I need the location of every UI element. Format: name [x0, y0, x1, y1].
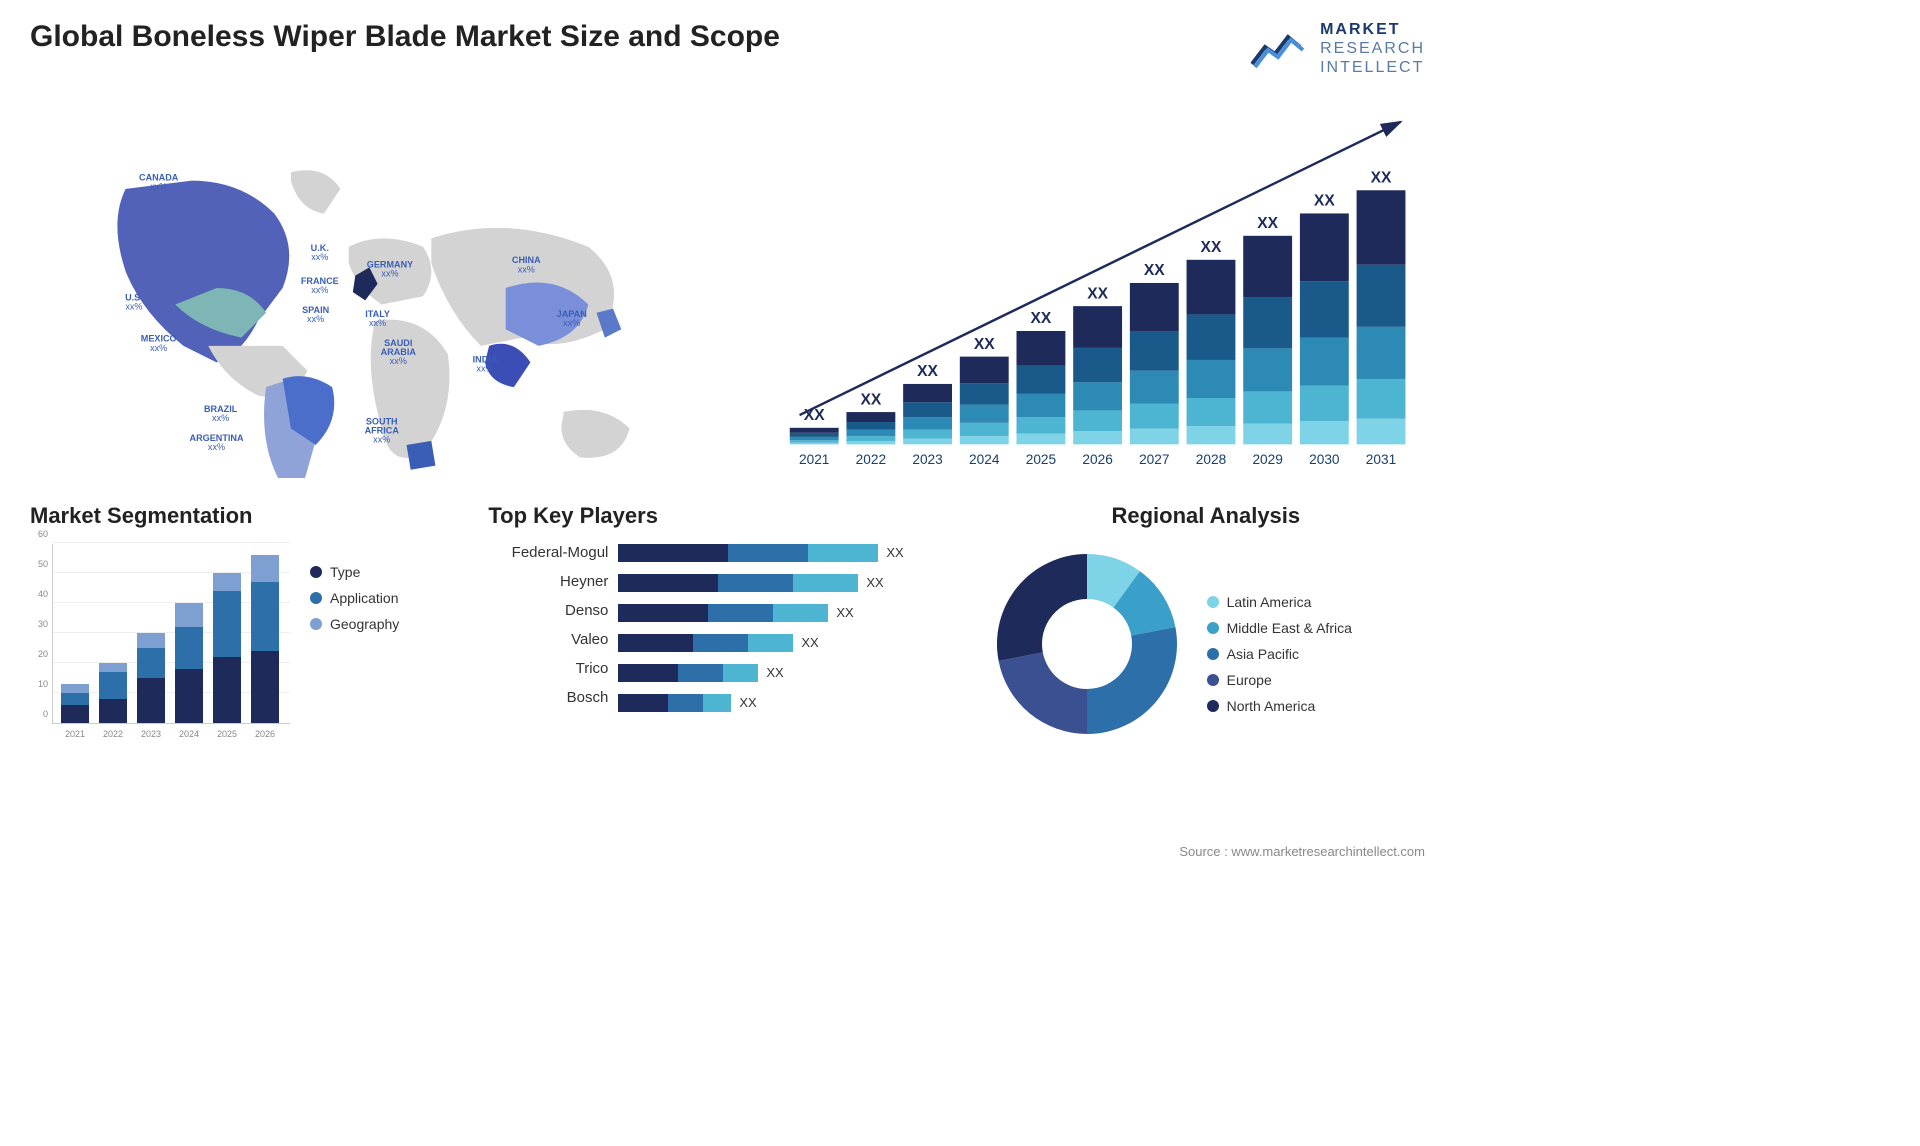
svg-text:XX: XX — [917, 363, 938, 380]
svg-text:XX: XX — [1087, 285, 1108, 302]
player-bar-row: XX — [618, 664, 966, 682]
svg-text:SPAINxx%: SPAINxx% — [302, 304, 329, 323]
player-bar-row: XX — [618, 634, 966, 652]
svg-text:2031: 2031 — [1366, 451, 1396, 466]
player-bar-row: XX — [618, 574, 966, 592]
legend-item: Geography — [310, 616, 399, 632]
legend-item: Europe — [1207, 672, 1352, 688]
svg-text:XX: XX — [1144, 262, 1165, 279]
svg-text:2028: 2028 — [1196, 451, 1227, 466]
svg-text:XX: XX — [974, 335, 995, 352]
player-label: Trico — [488, 660, 608, 677]
key-players-chart: Federal-MogulHeynerDensoValeoTricoBosch … — [488, 544, 966, 712]
player-bar-row: XX — [618, 604, 966, 622]
logo-line3: INTELLECT — [1320, 58, 1425, 77]
svg-text:2025: 2025 — [1026, 451, 1057, 466]
legend-item: Middle East & Africa — [1207, 620, 1352, 636]
svg-text:2029: 2029 — [1252, 451, 1282, 466]
segmentation-title: Market Segmentation — [30, 503, 468, 529]
legend-item: Latin America — [1207, 594, 1352, 610]
svg-text:BRAZILxx%: BRAZILxx% — [204, 403, 238, 422]
source-attribution: Source : www.marketresearchintellect.com — [1179, 844, 1425, 859]
players-title: Top Key Players — [488, 503, 966, 529]
svg-text:2022: 2022 — [856, 451, 886, 466]
svg-text:XX: XX — [1371, 169, 1392, 186]
player-bar-row: XX — [618, 544, 966, 562]
svg-text:XX: XX — [1314, 192, 1335, 209]
player-bar-row: XX — [618, 694, 966, 712]
legend-item: North America — [1207, 698, 1352, 714]
svg-text:ARGENTINAxx%: ARGENTINAxx% — [190, 432, 244, 451]
segmentation-legend: Type Application Geography — [310, 544, 399, 744]
svg-text:FRANCExx%: FRANCExx% — [301, 275, 339, 294]
svg-text:U.K.xx%: U.K.xx% — [311, 242, 329, 261]
regional-analysis-chart: Latin America Middle East & Africa Asia Pa… — [987, 544, 1425, 744]
svg-text:U.S.xx%: U.S.xx% — [125, 292, 143, 311]
svg-text:2021: 2021 — [799, 451, 829, 466]
page-title: Global Boneless Wiper Blade Market Size … — [30, 20, 780, 54]
svg-text:XX: XX — [860, 391, 881, 408]
logo-line2: RESEARCH — [1320, 39, 1425, 58]
player-label: Bosch — [488, 689, 608, 706]
legend-item: Asia Pacific — [1207, 646, 1352, 662]
svg-text:XX: XX — [1031, 310, 1052, 327]
growth-bar-chart: XX 2021 XX 2022 XX 2023 XX 2024 XX 2025 XX 2026 XX 20… — [780, 98, 1425, 478]
svg-text:2026: 2026 — [1082, 451, 1112, 466]
brand-logo: MARKET RESEARCH INTELLECT — [1250, 20, 1425, 78]
svg-text:2023: 2023 — [912, 451, 942, 466]
player-label: Denso — [488, 602, 608, 619]
svg-text:XX: XX — [804, 407, 825, 424]
svg-text:2024: 2024 — [969, 451, 1000, 466]
player-label: Federal-Mogul — [488, 544, 608, 561]
regional-title: Regional Analysis — [987, 503, 1425, 529]
legend-item: Type — [310, 564, 399, 580]
svg-text:MEXICOxx%: MEXICOxx% — [141, 333, 177, 352]
player-label: Heyner — [488, 573, 608, 590]
legend-item: Application — [310, 590, 399, 606]
player-label: Valeo — [488, 631, 608, 648]
svg-text:2030: 2030 — [1309, 451, 1340, 466]
world-map-region: CANADAxx%U.S.xx%MEXICOxx%BRAZILxx%ARGENT… — [30, 98, 750, 478]
logo-line1: MARKET — [1320, 20, 1425, 39]
regional-legend: Latin America Middle East & Africa Asia Pa… — [1207, 574, 1352, 714]
svg-text:2027: 2027 — [1139, 451, 1169, 466]
logo-mark-icon — [1250, 29, 1310, 69]
svg-text:XX: XX — [1201, 239, 1222, 256]
segmentation-chart: 0102030405060 202120222023202420252026 T… — [30, 544, 468, 744]
svg-text:XX: XX — [1257, 215, 1278, 232]
